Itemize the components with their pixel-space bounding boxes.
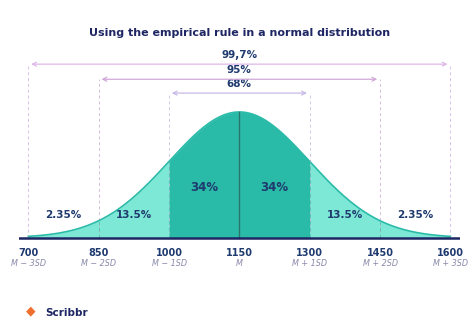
Text: M + 1SD: M + 1SD xyxy=(292,259,327,268)
Text: M + 2SD: M + 2SD xyxy=(363,259,398,268)
Text: 13.5%: 13.5% xyxy=(327,210,363,220)
Text: M: M xyxy=(236,259,243,268)
Text: 850: 850 xyxy=(89,248,109,258)
Text: Scribbr: Scribbr xyxy=(45,308,88,318)
Text: M − 2SD: M − 2SD xyxy=(81,259,116,268)
Text: 700: 700 xyxy=(18,248,38,258)
Text: M + 3SD: M + 3SD xyxy=(433,259,468,268)
Text: 34%: 34% xyxy=(261,181,289,194)
Text: 2.35%: 2.35% xyxy=(397,210,433,220)
Text: 34%: 34% xyxy=(190,181,218,194)
Text: 1150: 1150 xyxy=(226,248,253,258)
Text: M − 1SD: M − 1SD xyxy=(152,259,187,268)
Text: 1000: 1000 xyxy=(155,248,182,258)
Text: 2.35%: 2.35% xyxy=(46,210,82,220)
Text: 1600: 1600 xyxy=(437,248,464,258)
Text: M − 3SD: M − 3SD xyxy=(11,259,46,268)
Text: 99,7%: 99,7% xyxy=(221,50,257,60)
Text: 95%: 95% xyxy=(227,65,252,75)
Text: 13.5%: 13.5% xyxy=(116,210,152,220)
Text: ◆: ◆ xyxy=(26,305,36,318)
Text: 68%: 68% xyxy=(227,79,252,89)
Text: 1450: 1450 xyxy=(366,248,393,258)
Text: 1300: 1300 xyxy=(296,248,323,258)
Text: Using the empirical rule in a normal distribution: Using the empirical rule in a normal dis… xyxy=(89,28,390,38)
